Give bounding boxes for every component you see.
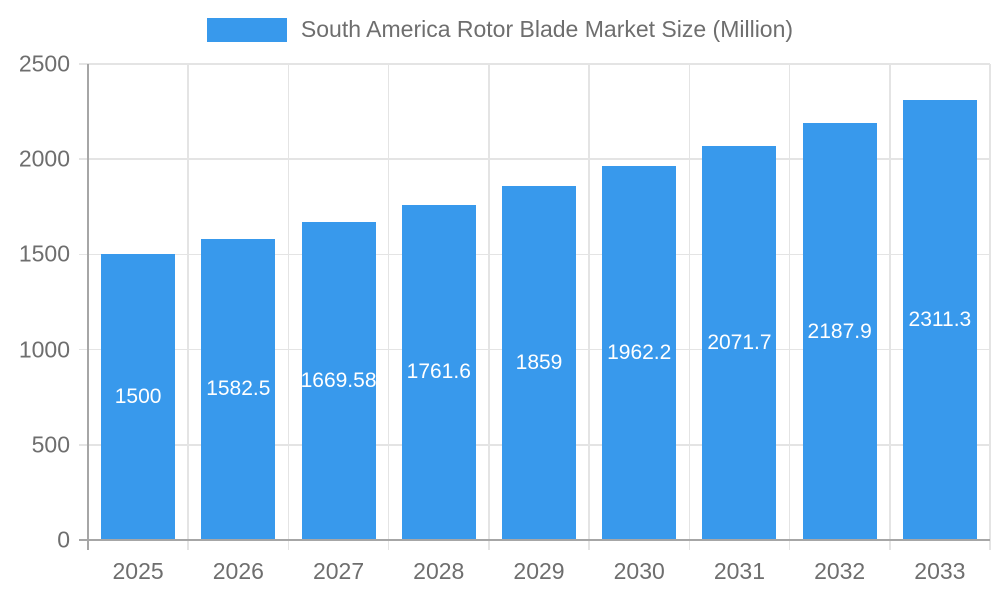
y-tick-label-500: 500 xyxy=(31,431,70,458)
y-tick-label-1500: 1500 xyxy=(18,240,70,267)
vertical-gridline-3 xyxy=(387,64,390,550)
x-tick-label-2025: 2025 xyxy=(112,558,164,584)
legend-label: South America Rotor Blade Market Size (M… xyxy=(300,16,794,42)
bar-2030[interactable]: 1962.2 xyxy=(602,166,677,540)
bar-value-label-2027: 1669.58 xyxy=(301,369,376,393)
bar-2031[interactable]: 2071.7 xyxy=(702,145,777,540)
bar-2032[interactable]: 2187.9 xyxy=(802,123,877,540)
x-tick-label-2032: 2032 xyxy=(814,558,866,584)
y-tick-label-1000: 1000 xyxy=(18,336,70,363)
vertical-gridline-9 xyxy=(989,64,991,550)
x-tick-label-2026: 2026 xyxy=(212,558,264,584)
bar-2033[interactable]: 2311.3 xyxy=(902,99,977,540)
bar-value-label-2028: 1761.6 xyxy=(406,360,471,384)
bar-value-label-2025: 1500 xyxy=(114,385,162,409)
vertical-gridline-7 xyxy=(788,64,791,550)
y-tick-label-2000: 2000 xyxy=(18,145,70,172)
bar-value-label-2032: 2187.9 xyxy=(807,319,872,343)
vertical-gridline-5 xyxy=(588,64,590,550)
y-tick-label-0: 0 xyxy=(57,526,70,553)
bar-2028[interactable]: 1761.6 xyxy=(401,204,476,540)
horizontal-gridline-2500 xyxy=(79,63,990,65)
vertical-gridline-1 xyxy=(187,64,189,550)
bar-value-label-2029: 1859 xyxy=(515,351,563,375)
bar-2029[interactable]: 1859 xyxy=(502,186,576,540)
vertical-gridline-4 xyxy=(488,64,490,550)
bar-value-label-2030: 1962.2 xyxy=(607,341,672,365)
bar-2025[interactable]: 1500 xyxy=(101,254,176,540)
x-axis-line xyxy=(79,539,990,541)
y-tick-label-2500: 2500 xyxy=(18,50,70,77)
x-tick-label-2031: 2031 xyxy=(713,558,766,584)
vertical-gridline-8 xyxy=(889,64,891,550)
x-tick-label-2030: 2030 xyxy=(613,558,665,584)
chart-legend[interactable]: South America Rotor Blade Market Size (M… xyxy=(0,16,1000,43)
bar-2027[interactable]: 1669.58 xyxy=(301,222,376,540)
x-tick-label-2028: 2028 xyxy=(413,558,465,584)
bar-value-label-2031: 2071.7 xyxy=(707,330,772,354)
x-tick-label-2027: 2027 xyxy=(312,558,365,584)
vertical-gridline-2 xyxy=(287,64,290,550)
bar-value-label-2033: 2311.3 xyxy=(908,307,972,331)
bar-value-label-2026: 1582.5 xyxy=(206,377,271,401)
plot-area: 1500 1582.5 1669.58 1761.6 1859 1962.2 2071.7 2… xyxy=(79,63,991,550)
x-tick-label-2033: 2033 xyxy=(914,558,966,584)
x-tick-label-2029: 2029 xyxy=(513,558,565,584)
horizontal-gridline-2000 xyxy=(79,158,990,160)
y-axis-line xyxy=(87,64,89,550)
vertical-gridline-6 xyxy=(688,64,691,550)
bar-2026[interactable]: 1582.5 xyxy=(201,238,276,540)
legend-color-swatch xyxy=(206,17,287,42)
